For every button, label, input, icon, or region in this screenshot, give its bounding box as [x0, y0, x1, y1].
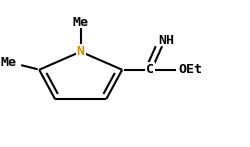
Text: Me: Me	[72, 16, 88, 29]
Text: N: N	[76, 45, 84, 58]
Text: NH: NH	[158, 34, 174, 47]
Text: C: C	[146, 63, 154, 76]
Text: OEt: OEt	[177, 63, 201, 76]
Text: Me: Me	[1, 56, 17, 69]
